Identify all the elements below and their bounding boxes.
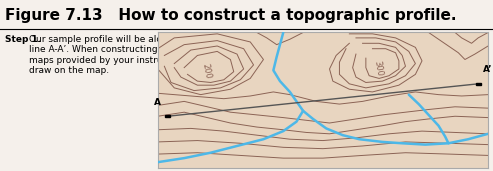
Text: A: A — [154, 98, 161, 107]
Bar — [476, 83, 481, 85]
Text: Figure 7.13   How to construct a topographic profile.: Figure 7.13 How to construct a topograph… — [5, 8, 457, 23]
Text: 200: 200 — [201, 63, 212, 80]
Bar — [165, 115, 170, 117]
Text: A’: A’ — [483, 65, 493, 74]
Text: Step 1.: Step 1. — [5, 35, 41, 44]
Text: Our sample profile will be along
line A-A’. When constructing profiles on
maps p: Our sample profile will be along line A-… — [29, 35, 215, 75]
Text: 300: 300 — [373, 60, 384, 77]
